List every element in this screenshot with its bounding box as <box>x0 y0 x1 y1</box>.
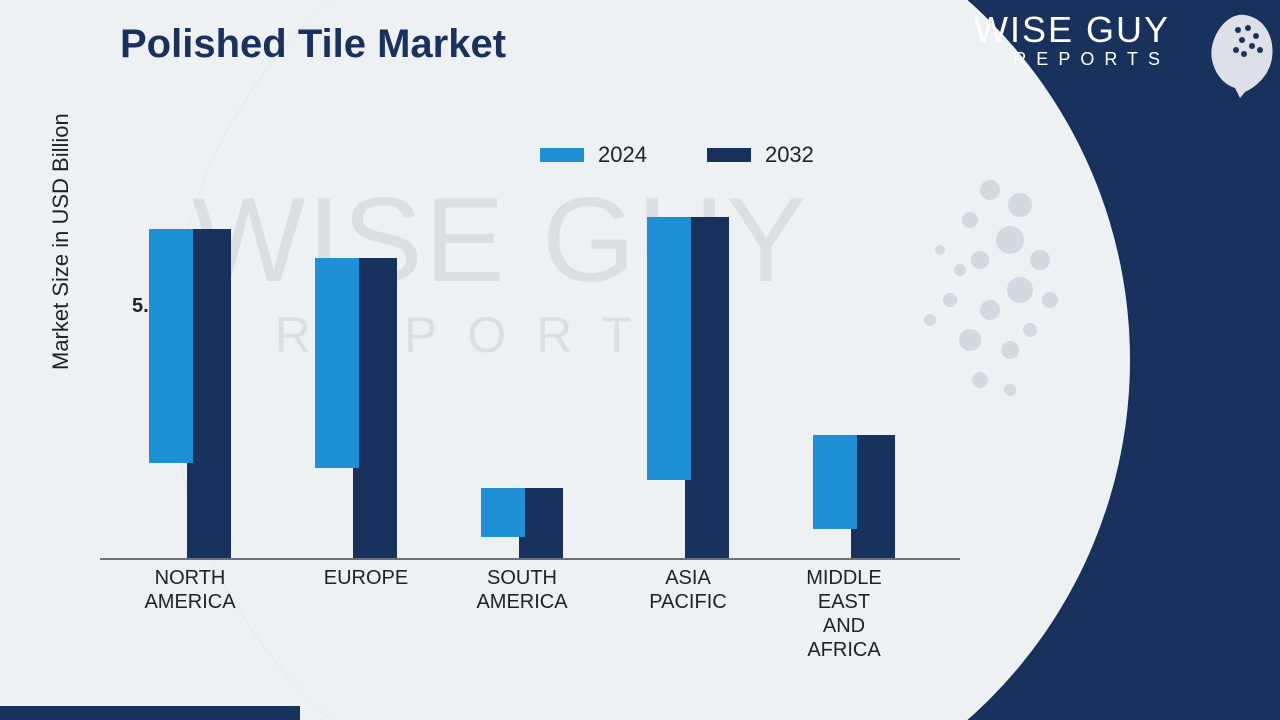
bar-2024 <box>647 217 691 480</box>
bar-2032 <box>851 435 895 558</box>
x-axis-label: ASIAPACIFIC <box>618 566 758 614</box>
chart-canvas: WISE GUY REPORTS Polished Tile Market WI… <box>0 0 1280 720</box>
legend-item-2032: 2032 <box>707 142 814 168</box>
bar-2032 <box>519 488 563 558</box>
bar-2032 <box>685 217 729 558</box>
x-axis-label: EUROPE <box>296 566 436 590</box>
bar-2024 <box>813 435 857 530</box>
plot-area: 5.7 <box>100 190 960 560</box>
legend-label-2032: 2032 <box>765 142 814 168</box>
x-axis-labels: NORTHAMERICA EUROPE SOUTHAMERICA ASIAPACIFI… <box>100 566 960 696</box>
bar-group <box>628 217 748 558</box>
bar-group <box>296 258 416 558</box>
x-axis-label: SOUTHAMERICA <box>452 566 592 614</box>
bar-group <box>130 229 250 558</box>
legend-swatch-2032 <box>707 148 751 162</box>
legend: 2024 2032 <box>540 142 814 168</box>
bar-2024 <box>481 488 525 537</box>
chart-title: Polished Tile Market <box>120 22 506 67</box>
x-axis-label: NORTHAMERICA <box>120 566 260 614</box>
bar-2032 <box>353 258 397 558</box>
brand-logo: WISE GUY REPORTS <box>974 12 1170 68</box>
brand-head-icon <box>1190 10 1280 100</box>
brand-line2: REPORTS <box>974 50 1170 68</box>
bar-2024 <box>149 229 193 463</box>
bar-2024 <box>315 258 359 468</box>
bar-group <box>462 488 582 558</box>
legend-item-2024: 2024 <box>540 142 647 168</box>
x-axis-label: MIDDLEEASTANDAFRICA <box>774 566 914 662</box>
legend-swatch-2024 <box>540 148 584 162</box>
brand-line1: WISE GUY <box>974 12 1170 48</box>
legend-label-2024: 2024 <box>598 142 647 168</box>
y-axis-label: Market Size in USD Billion <box>48 113 74 370</box>
bar-2032 <box>187 229 231 558</box>
bottom-accent-bar <box>0 706 300 720</box>
bar-group <box>794 435 914 558</box>
